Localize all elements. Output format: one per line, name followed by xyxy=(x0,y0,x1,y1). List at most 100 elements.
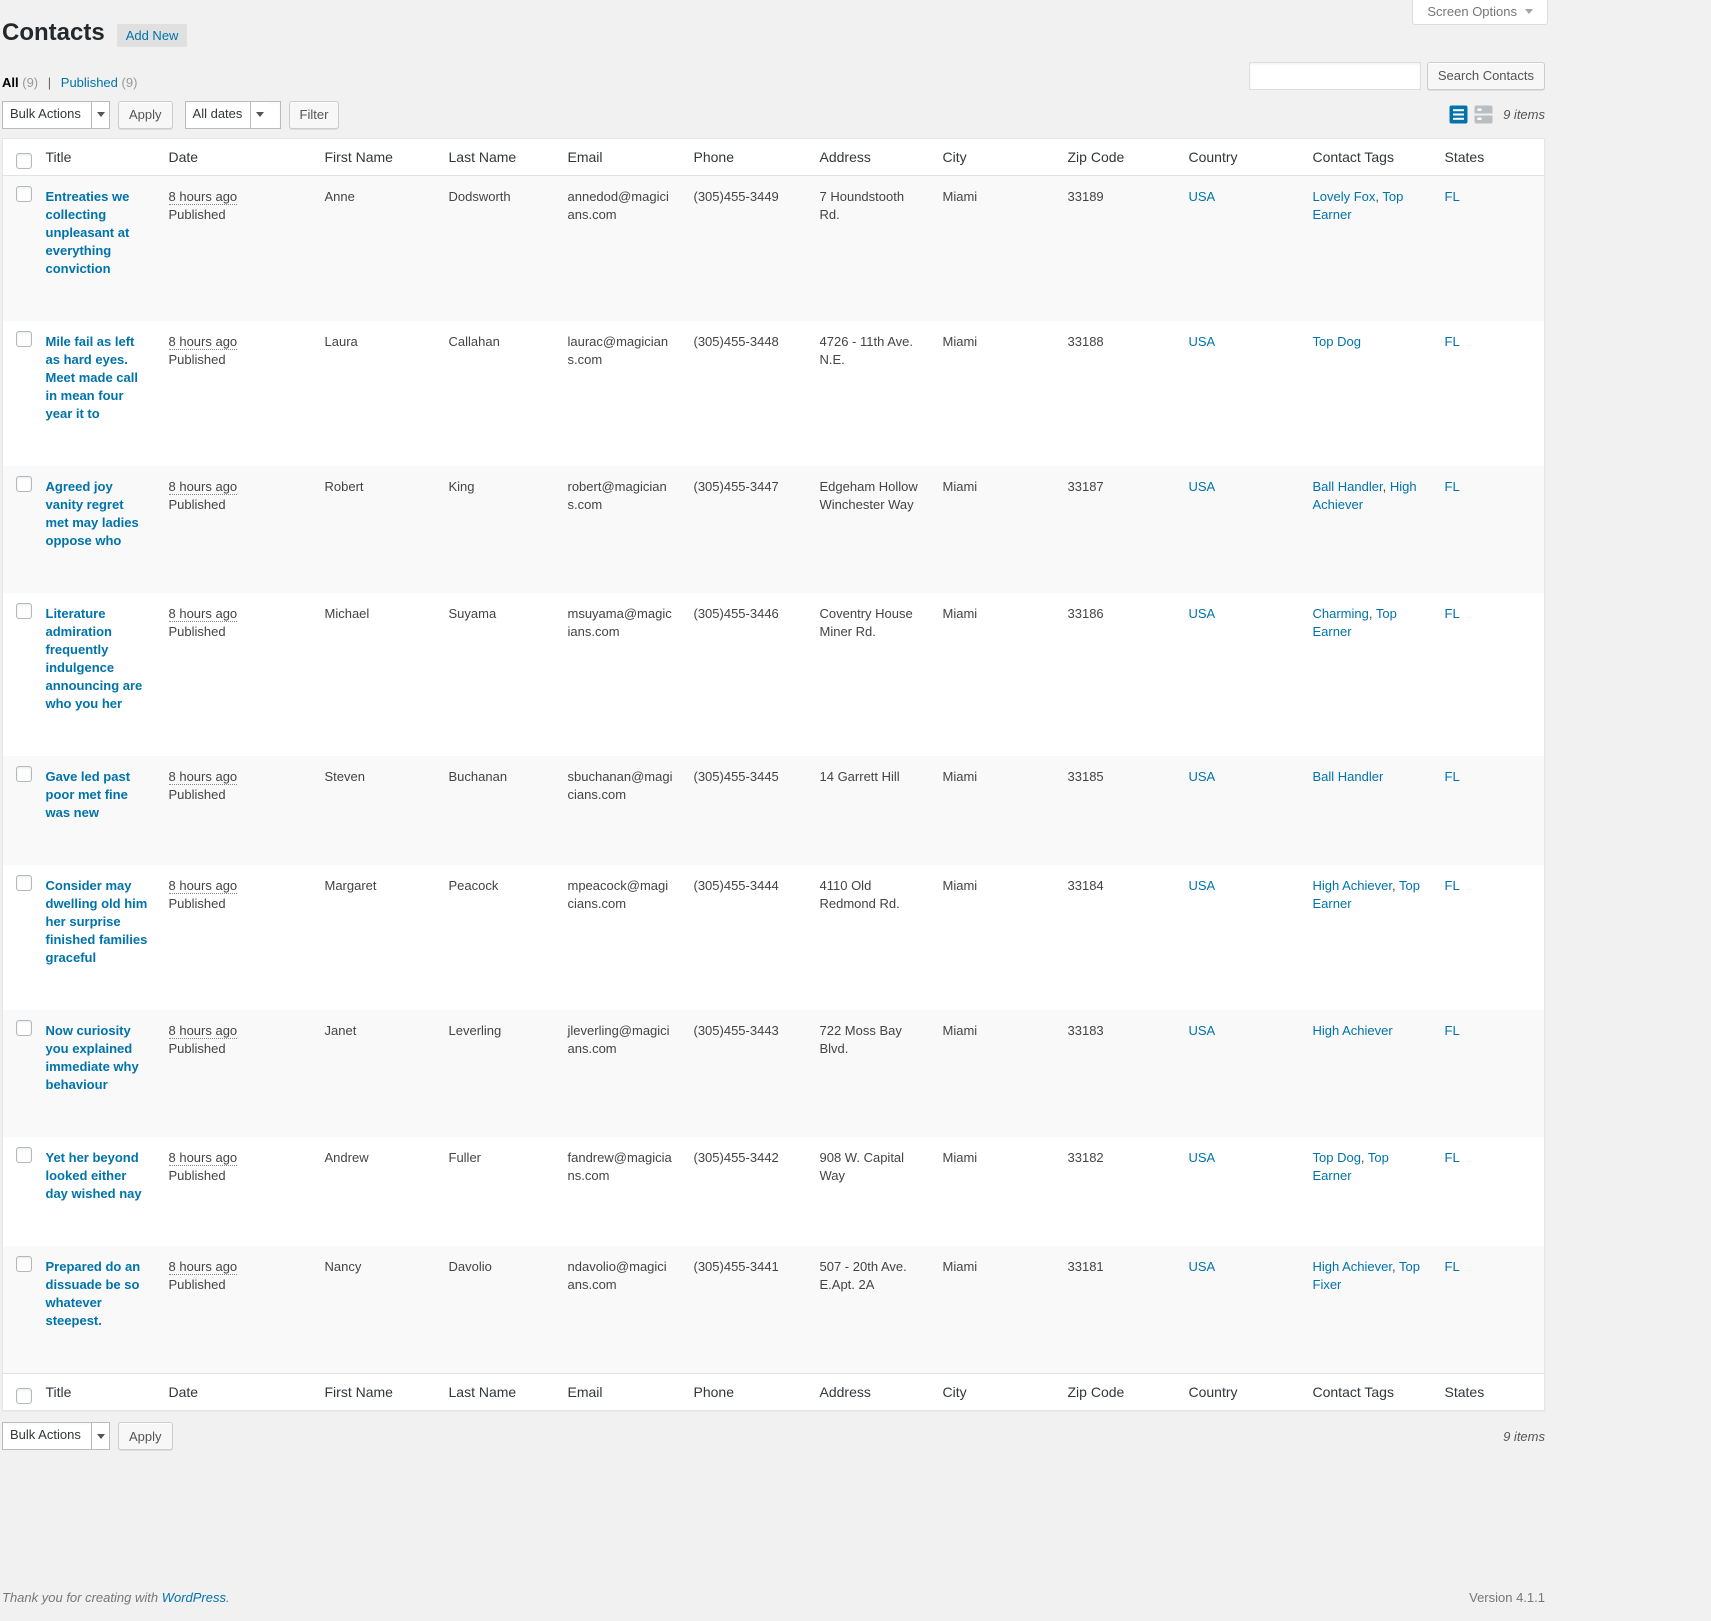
row-checkbox[interactable] xyxy=(16,602,32,619)
contact-tag-link[interactable]: Top Earner xyxy=(1312,1149,1389,1183)
country-link[interactable]: USA xyxy=(1188,768,1216,784)
address-cell: 4110 Old Redmond Rd. xyxy=(819,877,900,911)
contact-title-link[interactable]: Mile fail as left as hard eyes. Meet mad… xyxy=(45,333,139,421)
page-title-row: Contacts Add New xyxy=(2,19,1545,48)
select-all-checkbox[interactable] xyxy=(16,152,32,169)
state-link[interactable]: FL xyxy=(1444,1258,1460,1274)
chevron-down-icon xyxy=(250,101,269,128)
country-link[interactable]: USA xyxy=(1188,188,1216,204)
country-link[interactable]: USA xyxy=(1188,1149,1216,1165)
country-link[interactable]: USA xyxy=(1188,877,1216,893)
state-link[interactable]: FL xyxy=(1444,1022,1460,1038)
state-link[interactable]: FL xyxy=(1444,188,1460,204)
first-name-cell: Steven xyxy=(324,768,365,784)
contact-tag-link[interactable]: Top Dog xyxy=(1312,1149,1361,1165)
column-header-country: Country xyxy=(1178,1372,1303,1411)
contact-tag-link[interactable]: Top Dog xyxy=(1312,333,1361,349)
filter-button[interactable]: Filter xyxy=(288,100,340,129)
filter-published-link[interactable]: Published xyxy=(60,74,118,90)
select-all-checkbox[interactable] xyxy=(16,1387,32,1404)
contact-title-link[interactable]: Gave led past poor met fine was new xyxy=(45,768,131,820)
search-contacts-button[interactable]: Search Contacts xyxy=(1426,61,1545,90)
contact-title-link[interactable]: Entreaties we collecting unpleasant at e… xyxy=(45,188,130,276)
city-cell: Miami xyxy=(942,188,978,204)
table-row: Yet her beyond looked either day wished … xyxy=(3,1137,1545,1246)
date-relative: 8 hours ago xyxy=(168,877,238,894)
title-cell: Now curiosity you explained immediate wh… xyxy=(36,1010,159,1137)
country-link[interactable]: USA xyxy=(1188,1258,1216,1274)
add-new-button[interactable]: Add New xyxy=(116,23,188,47)
contact-tag-link[interactable]: Ball Handler xyxy=(1312,768,1384,784)
contact-tag-link[interactable]: High Achiever xyxy=(1312,877,1393,893)
publish-status: Published xyxy=(168,496,226,512)
contact-title-link[interactable]: Yet her beyond looked either day wished … xyxy=(45,1149,142,1201)
contact-tag-link[interactable]: Top Fixer xyxy=(1312,1258,1420,1292)
country-cell: USA xyxy=(1179,593,1303,756)
publish-status: Published xyxy=(168,1167,226,1183)
bulk-actions-select-bottom[interactable]: Bulk Actions xyxy=(2,1422,110,1451)
contact-title-link[interactable]: Prepared do an dissuade be so whatever s… xyxy=(45,1258,141,1328)
date-cell: 8 hours ago Published xyxy=(159,1010,315,1137)
row-checkbox[interactable] xyxy=(16,330,32,347)
state-link[interactable]: FL xyxy=(1444,478,1460,494)
apply-button-bottom[interactable]: Apply xyxy=(118,1422,173,1451)
country-link[interactable]: USA xyxy=(1188,333,1216,349)
date-cell: 8 hours ago Published xyxy=(159,466,315,593)
row-checkbox[interactable] xyxy=(16,874,32,891)
contact-title-link[interactable]: Agreed joy vanity regret met may ladies … xyxy=(45,478,139,548)
state-link[interactable]: FL xyxy=(1444,768,1460,784)
bulk-actions-select[interactable]: Bulk Actions xyxy=(2,100,110,129)
row-checkbox[interactable] xyxy=(16,1146,32,1163)
search-input[interactable] xyxy=(1248,61,1421,90)
contact-tag-link[interactable]: Top Earner xyxy=(1312,605,1397,639)
date-relative: 8 hours ago xyxy=(168,478,238,495)
filter-all-link[interactable]: All xyxy=(2,74,19,90)
excerpt-view-icon[interactable] xyxy=(1474,105,1493,124)
date-cell: 8 hours ago Published xyxy=(159,1137,315,1246)
email-cell: fandrew@magicians.com xyxy=(567,1149,672,1183)
tablenav-top-right: 9 items xyxy=(1449,105,1545,124)
contact-tag-link[interactable]: Charming xyxy=(1312,605,1369,621)
contact-title-link[interactable]: Literature admiration frequently indulge… xyxy=(45,605,143,711)
state-link[interactable]: FL xyxy=(1444,333,1460,349)
row-checkbox[interactable] xyxy=(16,475,32,492)
contact-tag-link[interactable]: Top Earner xyxy=(1312,188,1404,222)
contact-tag-link[interactable]: Lovely Fox xyxy=(1312,188,1376,204)
contact-tag-link[interactable]: High Achiever xyxy=(1312,1022,1393,1038)
contact-title-link[interactable]: Consider may dwelling old him her surpri… xyxy=(45,877,148,965)
row-checkbox[interactable] xyxy=(16,1019,32,1036)
contact-tag-link[interactable]: Top Earner xyxy=(1312,877,1420,911)
contact-tag-link[interactable]: High Achiever xyxy=(1312,1258,1393,1274)
zip-code-cell: 33189 xyxy=(1067,188,1104,204)
row-checkbox[interactable] xyxy=(16,185,32,202)
country-link[interactable]: USA xyxy=(1188,478,1216,494)
list-view-icon[interactable] xyxy=(1449,105,1468,124)
date-relative: 8 hours ago xyxy=(168,605,238,622)
table-footer: Title Date First Name Last Name Email Phone Ad… xyxy=(2,1372,1545,1411)
select-all-cell xyxy=(2,138,36,176)
state-link[interactable]: FL xyxy=(1444,605,1460,621)
contact-tag-link[interactable]: Ball Handler xyxy=(1312,478,1383,494)
contact-title-link[interactable]: Now curiosity you explained immediate wh… xyxy=(45,1022,139,1092)
apply-button[interactable]: Apply xyxy=(118,100,173,129)
dates-select[interactable]: All dates xyxy=(184,100,281,129)
country-link[interactable]: USA xyxy=(1188,1022,1216,1038)
column-header-country: Country xyxy=(1178,138,1303,176)
items-count: 9 items xyxy=(1503,107,1545,123)
row-checkbox[interactable] xyxy=(16,1255,32,1272)
state-link[interactable]: FL xyxy=(1444,1149,1460,1165)
row-select-cell xyxy=(3,593,36,756)
row-checkbox[interactable] xyxy=(16,765,32,782)
wordpress-link[interactable]: WordPress xyxy=(161,1590,226,1605)
country-link[interactable]: USA xyxy=(1188,605,1216,621)
state-link[interactable]: FL xyxy=(1444,877,1460,893)
screen-options-button[interactable]: Screen Options xyxy=(1412,0,1548,25)
email-cell: ndavolio@magicians.com xyxy=(567,1258,667,1292)
publish-status: Published xyxy=(168,1040,226,1056)
publish-status: Published xyxy=(168,351,226,367)
contact-tag-link[interactable]: High Achiever xyxy=(1312,478,1417,512)
first-name-cell: Margaret xyxy=(324,877,377,893)
date-cell: 8 hours ago Published xyxy=(159,321,315,466)
address-cell: 7 Houndstooth Rd. xyxy=(819,188,905,222)
address-cell: 4726 - 11th Ave. N.E. xyxy=(819,333,913,367)
